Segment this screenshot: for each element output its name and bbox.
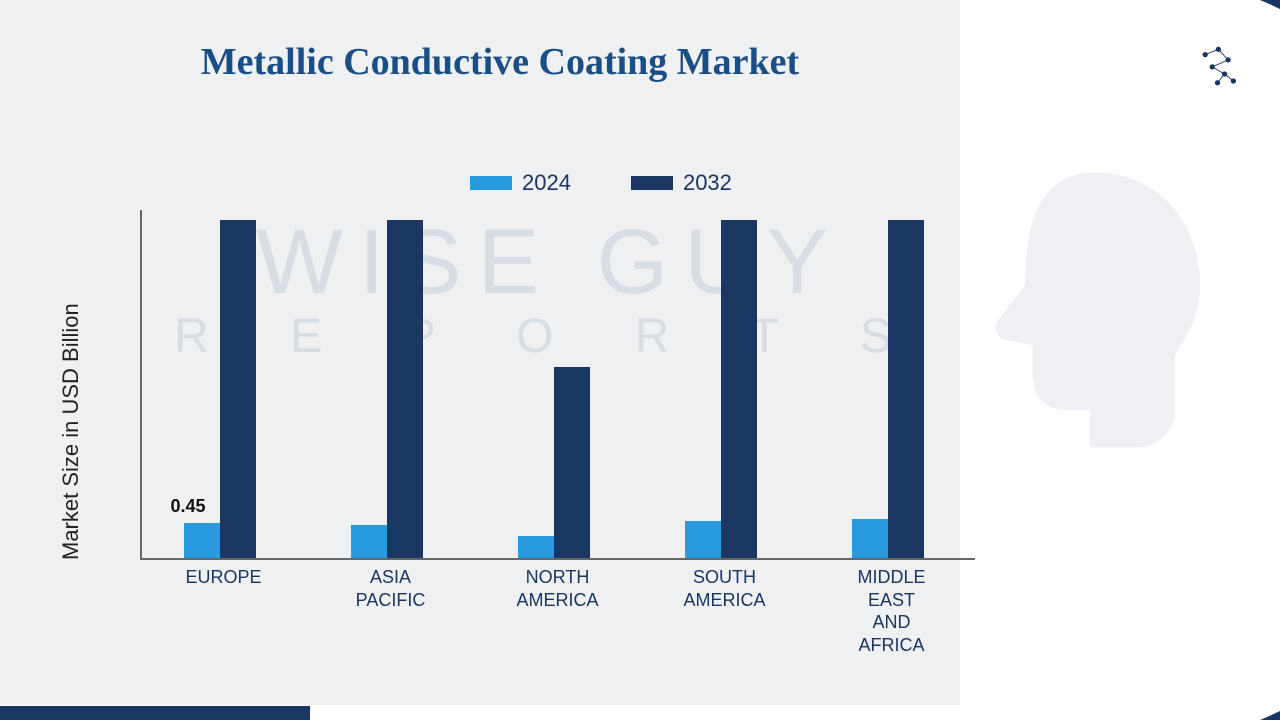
bar-group [309,208,476,558]
bar-series-a [852,519,888,558]
bar-group [643,208,810,558]
chart-title: Metallic Conductive Coating Market [120,40,880,84]
x-axis-label: SOUTHAMERICA [641,566,808,611]
bar-series-a [351,525,387,558]
x-axis-label: NORTHAMERICA [474,566,641,611]
bar-value-label: 0.45 [158,496,218,517]
bar-series-a [685,521,721,558]
x-axis-label: EUROPE [140,566,307,589]
y-axis-label: Market Size in USD Billion [58,303,84,560]
chart-legend: 2024 2032 [470,170,732,196]
bar-series-b [721,220,757,558]
bar-group [476,208,643,558]
legend-item-2024: 2024 [470,170,571,196]
legend-swatch-b [631,176,673,190]
bar-series-a [518,536,554,558]
plot-area: 0.45 [140,210,975,560]
bottom-accent-strip [0,706,310,720]
legend-label-b: 2032 [683,170,732,196]
legend-swatch-a [470,176,512,190]
bar-series-b [554,367,590,558]
brand-head-icon [1170,26,1258,136]
bar-series-b [888,220,924,558]
x-axis-label: ASIAPACIFIC [307,566,474,611]
bar-chart: 0.45 EUROPEASIAPACIFICNORTHAMERICASOUTHA… [105,210,975,560]
bar-series-a [184,523,220,558]
bar-series-b [220,220,256,558]
x-axis-label: MIDDLEEASTANDAFRICA [808,566,975,656]
bar-group [810,208,977,558]
brand-logo: WISE GUY R E P O R T S [1004,18,1264,100]
bar-group: 0.45 [142,208,309,558]
bar-series-b [387,220,423,558]
legend-item-2032: 2032 [631,170,732,196]
infographic-stage: WISE GUY R E P O R T S Metallic Conducti… [0,0,1280,720]
watermark-head-icon [970,160,1220,460]
legend-label-a: 2024 [522,170,571,196]
